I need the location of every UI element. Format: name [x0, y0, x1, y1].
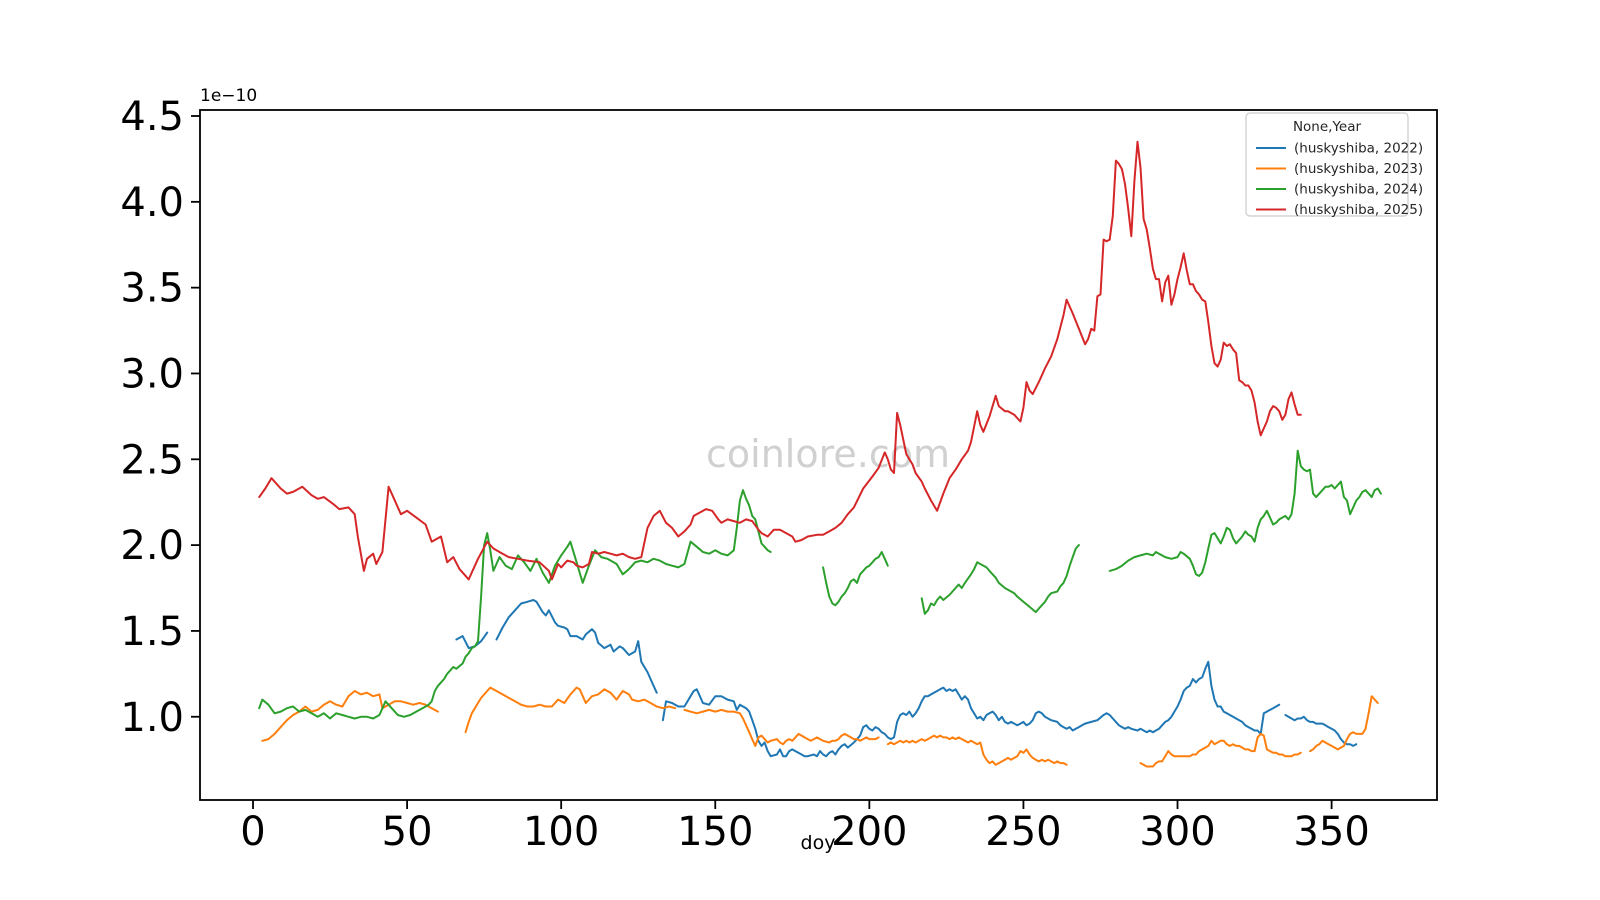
y-tick-label-1.5: 1.5	[120, 609, 184, 655]
x-tick-label-300: 300	[1139, 809, 1215, 855]
plot-border	[199, 109, 1438, 801]
legend-frame	[1245, 112, 1409, 217]
x-tick-label-0: 0	[240, 809, 265, 855]
y-tick-label-2.0: 2.0	[120, 523, 184, 569]
y-tick-label-3.0: 3.0	[120, 351, 184, 397]
y-tick-label-4.0: 4.0	[120, 180, 184, 226]
x-axis-ticks-group: 0 50 100 150 200 250 300 350	[240, 800, 1370, 855]
y-axis-offset-label: 1e−10	[200, 86, 257, 106]
series-line-2024-seg3	[920, 544, 1080, 615]
series-line-2023-seg2	[464, 686, 677, 734]
x-tick-label-350: 350	[1293, 809, 1369, 855]
x-tick-label-250: 250	[985, 809, 1061, 855]
y-tick-label-2.5: 2.5	[120, 437, 184, 483]
series-line-2024-seg2	[822, 551, 889, 607]
legend-entries-group: (huskyshiba, 2022) (huskyshiba, 2023) (hus…	[1256, 141, 1423, 218]
y-tick-label-1.0: 1.0	[120, 695, 184, 741]
series-line-2022-seg2	[495, 599, 658, 694]
series-lines-group	[258, 140, 1382, 768]
watermark-text: coinlore.com	[706, 432, 950, 476]
series-line-2022-seg3	[661, 660, 1281, 758]
y-axis-ticks-group: 1.0 1.5 2.0 2.5 3.0 3.5 4.0 4.5	[120, 94, 200, 741]
x-axis-label: doy	[801, 832, 836, 854]
x-tick-label-150: 150	[677, 809, 753, 855]
series-line-2025-seg1	[258, 140, 1302, 581]
x-tick-label-200: 200	[831, 809, 907, 855]
series-line-2023-seg1	[261, 690, 439, 742]
y-tick-label-3.5: 3.5	[120, 266, 184, 312]
x-tick-label-100: 100	[523, 809, 599, 855]
x-tick-label-50: 50	[382, 809, 433, 855]
y-tick-label-4.5: 4.5	[120, 94, 184, 140]
legend-title: None,Year	[1293, 119, 1362, 135]
series-line-2023-seg6	[1309, 695, 1379, 753]
series-line-2023-seg3	[683, 708, 880, 747]
legend-label-2023: (huskyshiba, 2023)	[1294, 161, 1423, 177]
legend-label-2024: (huskyshiba, 2024)	[1294, 182, 1423, 198]
series-line-2023-seg5	[1139, 732, 1302, 768]
legend-label-2022: (huskyshiba, 2022)	[1294, 141, 1423, 157]
series-line-2024-seg1	[258, 489, 772, 720]
series-line-2022-seg1	[455, 631, 489, 650]
legend-box: None,Year (huskyshiba, 2022)(huskyshiba,…	[1245, 112, 1423, 218]
series-line-2023-seg4	[886, 734, 1068, 766]
legend-label-2025: (huskyshiba, 2025)	[1294, 202, 1423, 218]
series-line-2024-seg4	[1108, 449, 1382, 577]
